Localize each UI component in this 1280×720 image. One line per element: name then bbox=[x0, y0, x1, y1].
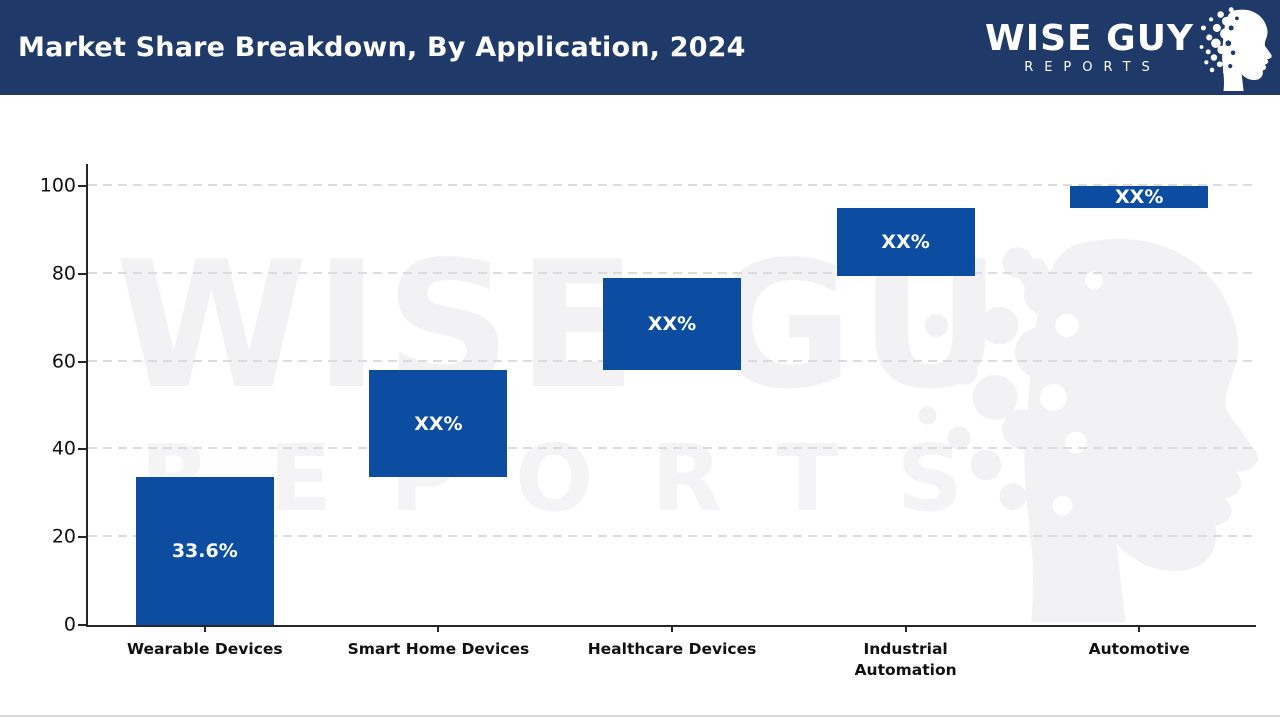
bar-1: XX% bbox=[369, 370, 508, 478]
gridline-40 bbox=[88, 447, 1256, 450]
x-category-label: Smart Home Devices bbox=[347, 640, 530, 658]
x-tick-mark-2 bbox=[671, 625, 673, 632]
gridline-80 bbox=[88, 271, 1256, 274]
y-tick-label-40: 40 bbox=[51, 437, 76, 460]
bar-value-label: XX% bbox=[1115, 185, 1164, 208]
logo-wordmark: WISE GUY bbox=[984, 18, 1194, 59]
bar-value-label: XX% bbox=[414, 412, 463, 435]
bar-value-label: XX% bbox=[881, 230, 930, 253]
logo-head-icon bbox=[1199, 7, 1272, 91]
y-tick-label-60: 60 bbox=[51, 350, 76, 373]
bar-0: 33.6% bbox=[135, 477, 274, 625]
chart-title: Market Share Breakdown, By Application, … bbox=[18, 32, 746, 63]
y-tick-label-100: 100 bbox=[39, 174, 76, 197]
y-tick-mark-60 bbox=[78, 360, 86, 363]
y-tick-mark-0 bbox=[78, 624, 86, 626]
y-tick-mark-80 bbox=[78, 272, 86, 275]
logo-text: WISE GUY REPORTS bbox=[984, 18, 1194, 76]
bottom-border bbox=[0, 715, 1280, 717]
bar-value-label: XX% bbox=[647, 313, 697, 336]
y-tick-mark-20 bbox=[78, 536, 86, 539]
y-tick-mark-100 bbox=[78, 184, 86, 187]
logo-subtitle: REPORTS bbox=[1024, 60, 1161, 75]
gridline-20 bbox=[88, 535, 1256, 538]
y-tick-label-80: 80 bbox=[51, 262, 76, 285]
bar-3: XX% bbox=[836, 207, 975, 276]
plot-area: 0 20 40 60 80 100 33.6% Wearable Devices XX% Smar… bbox=[40, 164, 1256, 679]
x-tick-mark-1 bbox=[437, 625, 440, 632]
x-category-label: Wearable Devices bbox=[126, 640, 283, 658]
y-tick-label-20: 20 bbox=[51, 525, 76, 548]
x-category-label: Automotive bbox=[1088, 640, 1190, 658]
x-category-label: Industrial Automation bbox=[854, 640, 957, 679]
wise-guy-reports-logo: WISE GUY REPORTS bbox=[985, 4, 1274, 92]
bar-value-label: 33.6% bbox=[171, 540, 238, 563]
x-category-label: Healthcare Devices bbox=[587, 640, 757, 658]
x-tick-mark-4 bbox=[1138, 625, 1141, 632]
gridline-100 bbox=[88, 183, 1256, 186]
bar-2: XX% bbox=[603, 278, 741, 371]
header-band: Market Share Breakdown, By Application, … bbox=[0, 0, 1280, 95]
x-tick-mark-3 bbox=[904, 625, 907, 632]
bar-4: XX% bbox=[1070, 185, 1209, 208]
y-tick-label-0: 0 bbox=[63, 613, 76, 636]
y-tick-mark-40 bbox=[78, 448, 86, 451]
x-tick-mark-0 bbox=[203, 625, 206, 632]
